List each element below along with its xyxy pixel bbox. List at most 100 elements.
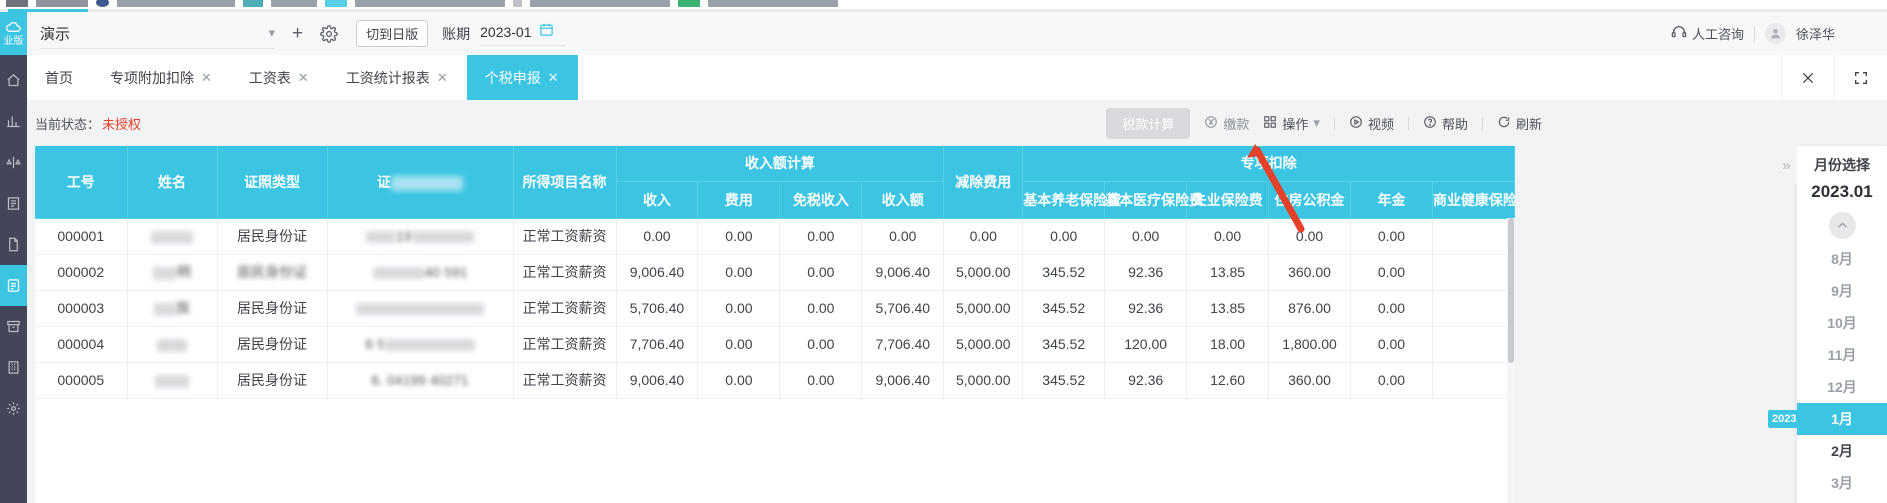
sidebar-item-building[interactable] bbox=[0, 347, 27, 388]
browser-chunk bbox=[325, 0, 347, 7]
scrollbar-thumb[interactable] bbox=[1508, 218, 1514, 363]
period-picker[interactable]: 2023-01 bbox=[480, 22, 567, 46]
browser-active-tab-indicator bbox=[8, 9, 88, 12]
month-item-3[interactable]: 3月 bbox=[1831, 475, 1853, 491]
sidebar-item-archive[interactable] bbox=[0, 306, 27, 347]
month-item-9[interactable]: 9月 bbox=[1831, 283, 1853, 299]
col-commercial[interactable]: 商业健康保险 bbox=[1432, 181, 1515, 219]
cell-income-item: 正常工资薪资 bbox=[513, 290, 617, 327]
table-row[interactable]: 000005 居民身份证 6. 04199 40271 正常工资薪资 9,006… bbox=[35, 362, 1515, 399]
table-row[interactable]: 000003 族 居民身份证 正常工资薪资 5,706.40 0.00 0.00… bbox=[35, 290, 1515, 327]
col-taxfree[interactable]: 免税收入 bbox=[779, 181, 863, 219]
add-company-button[interactable]: + bbox=[292, 24, 303, 43]
cell-expense: 0.00 bbox=[697, 362, 781, 399]
table-body: 000001 居民身份证 19 正常工资薪资 0.00 0.00 0.00 0.… bbox=[35, 218, 1515, 399]
month-item-11[interactable]: 11月 bbox=[1827, 347, 1857, 363]
chevron-down-icon: ▾ bbox=[1313, 115, 1320, 130]
user-name[interactable]: 徐泽华 bbox=[1795, 27, 1835, 42]
close-icon[interactable]: ✕ bbox=[201, 69, 212, 85]
video-button[interactable]: 视频 bbox=[1349, 114, 1394, 133]
settings-icon bbox=[7, 402, 20, 415]
operation-label: 操作 bbox=[1282, 116, 1309, 132]
header-divider bbox=[1753, 25, 1755, 42]
support-button[interactable]: 人工咨询 bbox=[1671, 24, 1744, 43]
cell-annuity: 0.00 bbox=[1350, 290, 1433, 327]
col-id-type[interactable]: 证照类型 bbox=[217, 146, 328, 219]
sidebar-item-doc[interactable] bbox=[0, 224, 27, 265]
chevron-down-icon: ▾ bbox=[268, 25, 275, 40]
month-item-10[interactable]: 10月 bbox=[1827, 315, 1857, 331]
period-label: 账期 bbox=[442, 25, 471, 42]
month-item-2[interactable]: 2月 bbox=[1831, 443, 1853, 459]
tab-salary-report[interactable]: 工资统计报表 ✕ bbox=[328, 55, 467, 100]
settings-button[interactable] bbox=[320, 24, 338, 43]
cell-employee-no: 000003 bbox=[35, 290, 128, 327]
cell-housing-fund: 360.00 bbox=[1268, 362, 1351, 399]
payment-button[interactable]: 缴款 bbox=[1204, 114, 1249, 133]
sidebar-item-settings[interactable] bbox=[0, 388, 27, 429]
month-item-12[interactable]: 12月 bbox=[1827, 379, 1857, 395]
close-icon[interactable]: ✕ bbox=[297, 69, 309, 85]
table-vertical-scrollbar[interactable] bbox=[1507, 218, 1515, 503]
tab-tax-declaration[interactable]: 个税申报 ✕ bbox=[466, 55, 578, 100]
browser-chunk bbox=[243, 0, 263, 7]
cell-expense: 0.00 bbox=[697, 218, 781, 255]
col-income-item-name[interactable]: 所得项目名称 bbox=[513, 146, 617, 219]
close-all-tabs-button[interactable] bbox=[1781, 55, 1834, 100]
cell-unemployment: 18.00 bbox=[1186, 326, 1270, 363]
avatar[interactable] bbox=[1764, 23, 1786, 44]
col-id-number[interactable]: 证 bbox=[327, 146, 514, 219]
cell-housing-fund: 0.00 bbox=[1268, 218, 1351, 255]
cell-deduction-fee: 0.00 bbox=[943, 218, 1024, 255]
col-employee-no[interactable]: 工号 bbox=[35, 146, 128, 219]
plus-icon: + bbox=[292, 23, 304, 44]
table-row[interactable]: 000004 居民身份证 6 5 正常工资薪资 7,706.40 0.00 0.… bbox=[35, 326, 1515, 363]
sidebar-item-balance[interactable] bbox=[0, 142, 27, 183]
tab-label: 专项附加扣除 bbox=[110, 69, 194, 86]
cell-pension: 0.00 bbox=[1022, 218, 1106, 255]
cell-id-type: 居民身份证 bbox=[217, 326, 328, 363]
close-icon[interactable]: ✕ bbox=[436, 69, 448, 85]
tab-label: 首页 bbox=[45, 69, 73, 86]
sidebar-item-home[interactable] bbox=[0, 60, 27, 101]
col-expense[interactable]: 费用 bbox=[697, 181, 781, 219]
scroll-up-button[interactable] bbox=[1828, 212, 1856, 239]
company-selector[interactable]: 演示 ▾ bbox=[40, 19, 275, 49]
tax-calculate-button[interactable]: 税款计算 bbox=[1106, 107, 1191, 139]
sidebar-menu bbox=[0, 60, 27, 429]
close-icon[interactable]: ✕ bbox=[547, 69, 559, 85]
cell-employee-no: 000004 bbox=[35, 326, 128, 363]
col-name[interactable]: 姓名 bbox=[127, 146, 218, 219]
col-pension[interactable]: 基本养老保险费 bbox=[1022, 181, 1121, 219]
col-housing-fund[interactable]: 住房公积金 bbox=[1268, 181, 1351, 219]
cell-unemployment: 12.60 bbox=[1186, 362, 1270, 399]
tab-special-deduction[interactable]: 专项附加扣除 ✕ bbox=[92, 55, 231, 100]
sidebar-item-report[interactable] bbox=[0, 183, 27, 224]
refresh-button[interactable]: 刷新 bbox=[1497, 114, 1542, 133]
headset-icon bbox=[1671, 24, 1687, 43]
fullscreen-button[interactable] bbox=[1834, 55, 1887, 100]
sidebar-item-chart[interactable] bbox=[0, 101, 27, 142]
operation-menu[interactable]: 操作 ▾ bbox=[1263, 114, 1320, 133]
year-badge: 2023 bbox=[1768, 410, 1801, 428]
col-medical[interactable]: 基本医疗保险费 bbox=[1104, 181, 1203, 219]
table-row[interactable]: 000002 明 居民身份证 40 591 正常工资薪资 9,006.40 0.… bbox=[35, 254, 1515, 291]
col-annuity[interactable]: 年金 bbox=[1350, 181, 1433, 219]
month-item-8[interactable]: 8月 bbox=[1831, 251, 1853, 267]
collapse-panel-button[interactable]: » bbox=[1776, 146, 1797, 184]
sidebar-logo[interactable]: 业版 bbox=[0, 12, 27, 55]
help-button[interactable]: 帮助 bbox=[1423, 114, 1468, 133]
toolbar-divider bbox=[1333, 116, 1335, 130]
col-deduction-fee[interactable]: 减除费用 bbox=[943, 146, 1024, 219]
tab-salary-table[interactable]: 工资表 ✕ bbox=[231, 55, 328, 100]
col-income-amount[interactable]: 收入额 bbox=[861, 181, 945, 219]
cell-expense: 0.00 bbox=[697, 254, 781, 291]
col-unemployment[interactable]: 失业保险费 bbox=[1186, 181, 1270, 219]
tab-home[interactable]: 首页 bbox=[27, 55, 92, 100]
table-row[interactable]: 000001 居民身份证 19 正常工资薪资 0.00 0.00 0.00 0.… bbox=[35, 218, 1515, 255]
cell-deduction-fee: 5,000.00 bbox=[943, 290, 1024, 327]
sidebar-item-tax[interactable] bbox=[0, 265, 27, 306]
switch-version-button[interactable]: 切到日版 bbox=[356, 20, 429, 47]
month-item-1[interactable]: 2023 1月 bbox=[1768, 403, 1887, 435]
col-income[interactable]: 收入 bbox=[616, 181, 699, 219]
